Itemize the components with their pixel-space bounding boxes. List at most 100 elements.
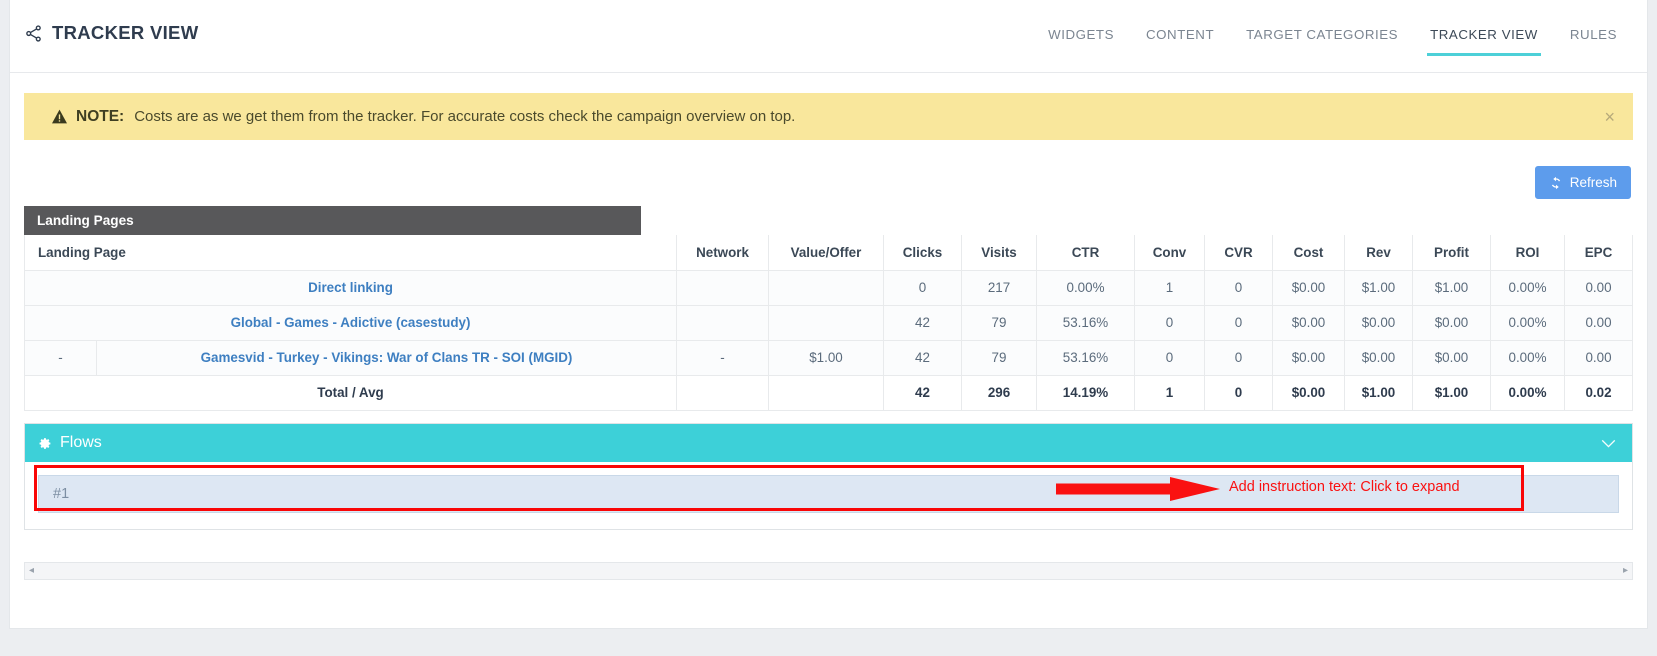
total-ctr: 14.19% (1036, 374, 1135, 411)
tab-target-categories[interactable]: TARGET CATEGORIES (1246, 27, 1399, 42)
flows-panel: Flows #1 (24, 423, 1633, 530)
tab-widgets[interactable]: WIDGETS (1048, 27, 1114, 42)
col-value-offer[interactable]: Value/Offer (768, 235, 884, 271)
refresh-button[interactable]: Refresh (1534, 166, 1631, 199)
table-row[interactable]: Global - Games - Adictive (casestudy) 42… (24, 304, 1633, 341)
col-cvr[interactable]: CVR (1204, 235, 1273, 271)
cell-cvr: 0 (1204, 269, 1273, 306)
scroll-left-icon[interactable]: ◂ (29, 565, 35, 576)
cell-cvr: 0 (1204, 339, 1273, 376)
total-profit: $1.00 (1412, 374, 1491, 411)
cell-value-offer: $1.00 (768, 339, 884, 376)
gear-icon (39, 437, 52, 450)
table-row[interactable]: Direct linking 0 217 0.00% 1 0 $0.00 $1.… (24, 269, 1633, 306)
flows-panel-header[interactable]: Flows (25, 424, 1632, 462)
cell-clicks: 42 (883, 339, 962, 376)
cell-roi: 0.00% (1490, 339, 1565, 376)
cell-rev: $0.00 (1344, 339, 1413, 376)
note-label: NOTE: (76, 107, 125, 125)
flow-item-label: #1 (53, 486, 70, 502)
cell-network (676, 269, 769, 306)
tab-tracker-view[interactable]: TRACKER VIEW (1414, 22, 1554, 64)
table-header-row: Landing Page Network Value/Offer Clicks … (24, 235, 1633, 271)
cell-ctr: 53.16% (1036, 304, 1135, 341)
total-network (676, 374, 769, 411)
cell-cost: $0.00 (1272, 269, 1345, 306)
flows-title: Flows (60, 434, 102, 451)
main-card: TRACKER VIEW WIDGETS CONTENT TARGET CATE… (9, 0, 1648, 629)
cell-visits: 79 (961, 339, 1037, 376)
offer-name[interactable]: Gamesvid - Turkey - Vikings: War of Clan… (200, 350, 573, 365)
close-icon[interactable]: × (1604, 106, 1615, 127)
cell-rev: $0.00 (1344, 304, 1413, 341)
refresh-icon (1549, 176, 1563, 190)
col-roi[interactable]: ROI (1490, 235, 1565, 271)
cell-network: - (676, 339, 769, 376)
cell-profit: $1.00 (1412, 269, 1491, 306)
total-cvr: 0 (1204, 374, 1273, 411)
cell-profit: $0.00 (1412, 304, 1491, 341)
page-title-group: TRACKER VIEW (24, 22, 198, 44)
flow-item-1[interactable]: #1 (38, 475, 1619, 513)
tab-content[interactable]: CONTENT (1146, 27, 1215, 42)
cell-clicks: 42 (883, 304, 962, 341)
share-network-icon (24, 24, 43, 43)
total-visits: 296 (961, 374, 1037, 411)
table-row[interactable]: - Gamesvid - Turkey - Vikings: War of Cl… (24, 339, 1633, 376)
refresh-label: Refresh (1569, 175, 1617, 190)
cell-ctr: 53.16% (1036, 339, 1135, 376)
landing-page-name[interactable]: Direct linking (308, 280, 393, 295)
cell-epc: 0.00 (1564, 304, 1633, 341)
cell-profit: $0.00 (1412, 339, 1491, 376)
flows-body: #1 (25, 462, 1632, 529)
col-clicks[interactable]: Clicks (883, 235, 962, 271)
scroll-right-icon[interactable]: ▸ (1622, 565, 1628, 576)
cell-value-offer (768, 269, 884, 306)
row-landing-page-link[interactable]: Global - Games - Adictive (casestudy) (24, 304, 677, 341)
total-conv: 1 (1134, 374, 1205, 411)
col-network[interactable]: Network (676, 235, 769, 271)
chevron-down-icon[interactable] (1601, 439, 1616, 448)
row-indent-marker: - (24, 339, 97, 376)
cell-rev: $1.00 (1344, 269, 1413, 306)
col-conv[interactable]: Conv (1134, 235, 1205, 271)
total-cost: $0.00 (1272, 374, 1345, 411)
landing-pages-table: Landing Pages Landing Page Network Value… (24, 206, 1633, 411)
col-epc[interactable]: EPC (1564, 235, 1633, 271)
cell-ctr: 0.00% (1036, 269, 1135, 306)
flows-title-group: Flows (39, 434, 102, 452)
total-value-offer (768, 374, 884, 411)
total-rev: $1.00 (1344, 374, 1413, 411)
cell-roi: 0.00% (1490, 269, 1565, 306)
col-profit[interactable]: Profit (1412, 235, 1491, 271)
total-label: Total / Avg (24, 374, 677, 411)
cell-epc: 0.00 (1564, 339, 1633, 376)
cell-value-offer (768, 304, 884, 341)
cell-conv: 0 (1134, 339, 1205, 376)
col-rev[interactable]: Rev (1344, 235, 1413, 271)
page-title: TRACKER VIEW (52, 22, 199, 43)
landing-pages-group-header: Landing Pages (24, 206, 641, 235)
col-visits[interactable]: Visits (961, 235, 1037, 271)
app-header: TRACKER VIEW WIDGETS CONTENT TARGET CATE… (10, 0, 1647, 73)
col-ctr[interactable]: CTR (1036, 235, 1135, 271)
cell-cost: $0.00 (1272, 339, 1345, 376)
cell-roi: 0.00% (1490, 304, 1565, 341)
note-banner: NOTE: Costs are as we get them from the … (24, 93, 1633, 140)
cell-network (676, 304, 769, 341)
col-cost[interactable]: Cost (1272, 235, 1345, 271)
col-landing-page[interactable]: Landing Page (24, 235, 677, 271)
horizontal-scrollbar[interactable]: ◂ ▸ (24, 562, 1633, 580)
cell-visits: 217 (961, 269, 1037, 306)
total-clicks: 42 (883, 374, 962, 411)
cell-conv: 0 (1134, 304, 1205, 341)
cell-cost: $0.00 (1272, 304, 1345, 341)
table-total-row: Total / Avg 42 296 14.19% 1 0 $0.00 $1.0… (24, 374, 1633, 411)
row-landing-page-link[interactable]: Direct linking (24, 269, 677, 306)
row-offer-link[interactable]: Gamesvid - Turkey - Vikings: War of Clan… (96, 339, 677, 376)
note-content: NOTE: Costs are as we get them from the … (24, 108, 795, 126)
cell-epc: 0.00 (1564, 269, 1633, 306)
tab-rules[interactable]: RULES (1569, 27, 1617, 42)
landing-page-name[interactable]: Global - Games - Adictive (casestudy) (230, 315, 471, 330)
